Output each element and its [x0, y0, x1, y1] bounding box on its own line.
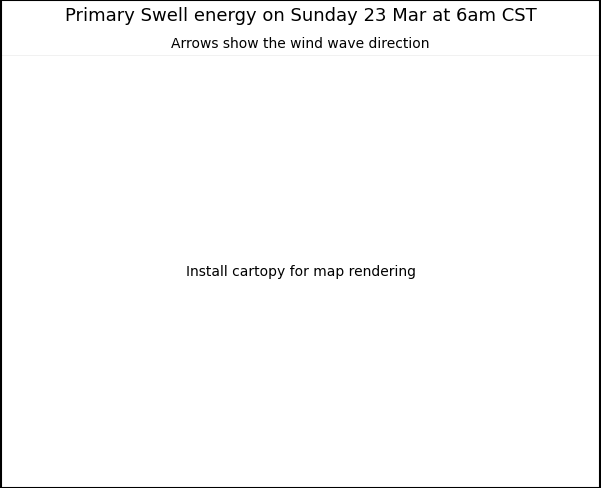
Text: Install cartopy for map rendering: Install cartopy for map rendering [186, 265, 415, 279]
Text: Primary Swell energy on Sunday 23 Mar at 6am CST: Primary Swell energy on Sunday 23 Mar at… [65, 7, 536, 25]
Text: Arrows show the wind wave direction: Arrows show the wind wave direction [171, 37, 430, 51]
